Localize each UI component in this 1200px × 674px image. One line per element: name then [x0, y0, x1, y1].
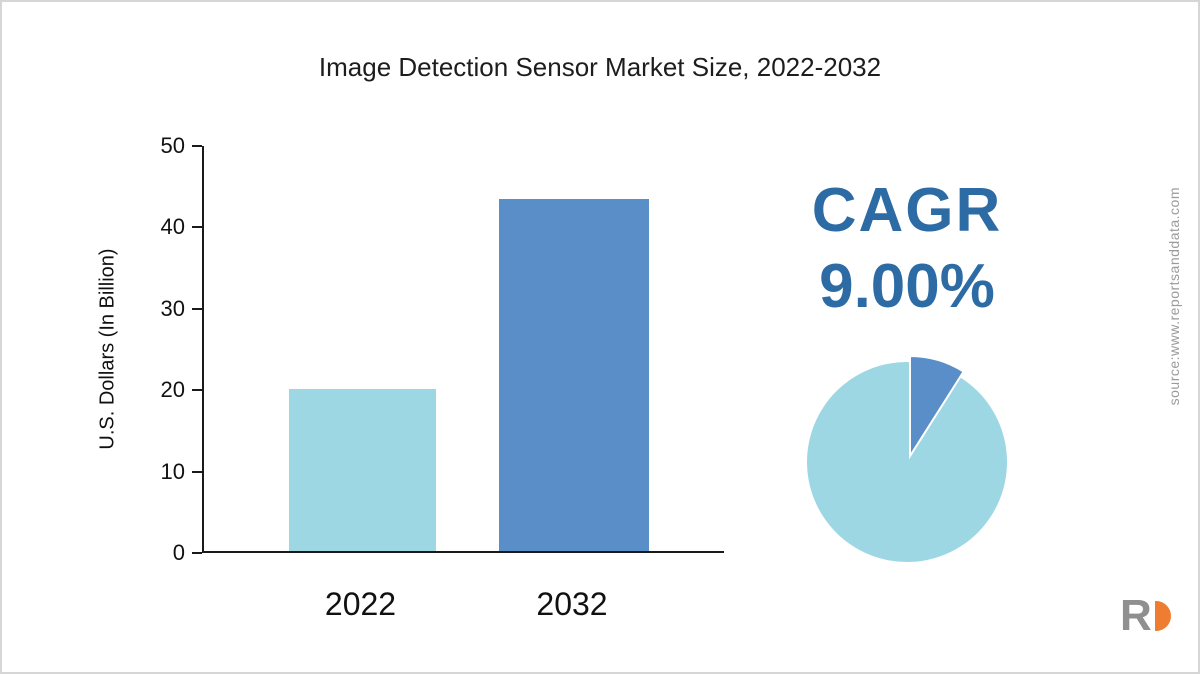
cagr-block: CAGR 9.00% [747, 180, 1067, 318]
y-tick-20: 20 [161, 377, 202, 403]
cagr-value: 9.00% [819, 252, 995, 321]
pie-chart [807, 354, 1007, 562]
brand-logo: R [1120, 594, 1171, 638]
tick-mark [192, 307, 202, 310]
pie-wedge-slice [909, 354, 965, 460]
cagr-label: CAGR [811, 176, 1003, 245]
bar-2032 [499, 198, 649, 551]
tick-mark [192, 145, 202, 147]
y-tick-50: 50 [161, 133, 202, 159]
y-tick-40: 40 [161, 214, 202, 240]
bar-2022 [289, 389, 436, 551]
y-tick-10: 10 [161, 459, 202, 485]
x-tick-label-2022: 2022 [324, 586, 397, 622]
y-tick-30: 30 [161, 296, 202, 322]
y-tick-label: 30 [160, 295, 185, 321]
tick-mark [192, 470, 202, 473]
tick-mark [192, 226, 202, 229]
y-tick-label: 10 [160, 458, 185, 484]
chart-title: Image Detection Sensor Market Size, 2022… [318, 52, 882, 82]
tick-mark [192, 389, 202, 392]
y-tick-0: 0 [173, 540, 202, 566]
y-tick-label: 0 [172, 540, 185, 565]
y-tick-label: 20 [160, 377, 185, 403]
tick-mark [192, 552, 202, 554]
pie-base-slice [807, 362, 1007, 562]
logo-d-shape-icon [1154, 601, 1171, 631]
bar-plot-area [202, 146, 724, 553]
source-watermark: source:www.reportsanddata.com [1166, 187, 1182, 406]
x-tick-label-2032: 2032 [536, 586, 608, 622]
y-axis-ticks: 0 10 20 30 40 50 [112, 133, 202, 565]
y-tick-label: 50 [160, 133, 185, 158]
y-tick-label: 40 [160, 214, 185, 240]
logo-letter-r: R [1120, 591, 1152, 640]
